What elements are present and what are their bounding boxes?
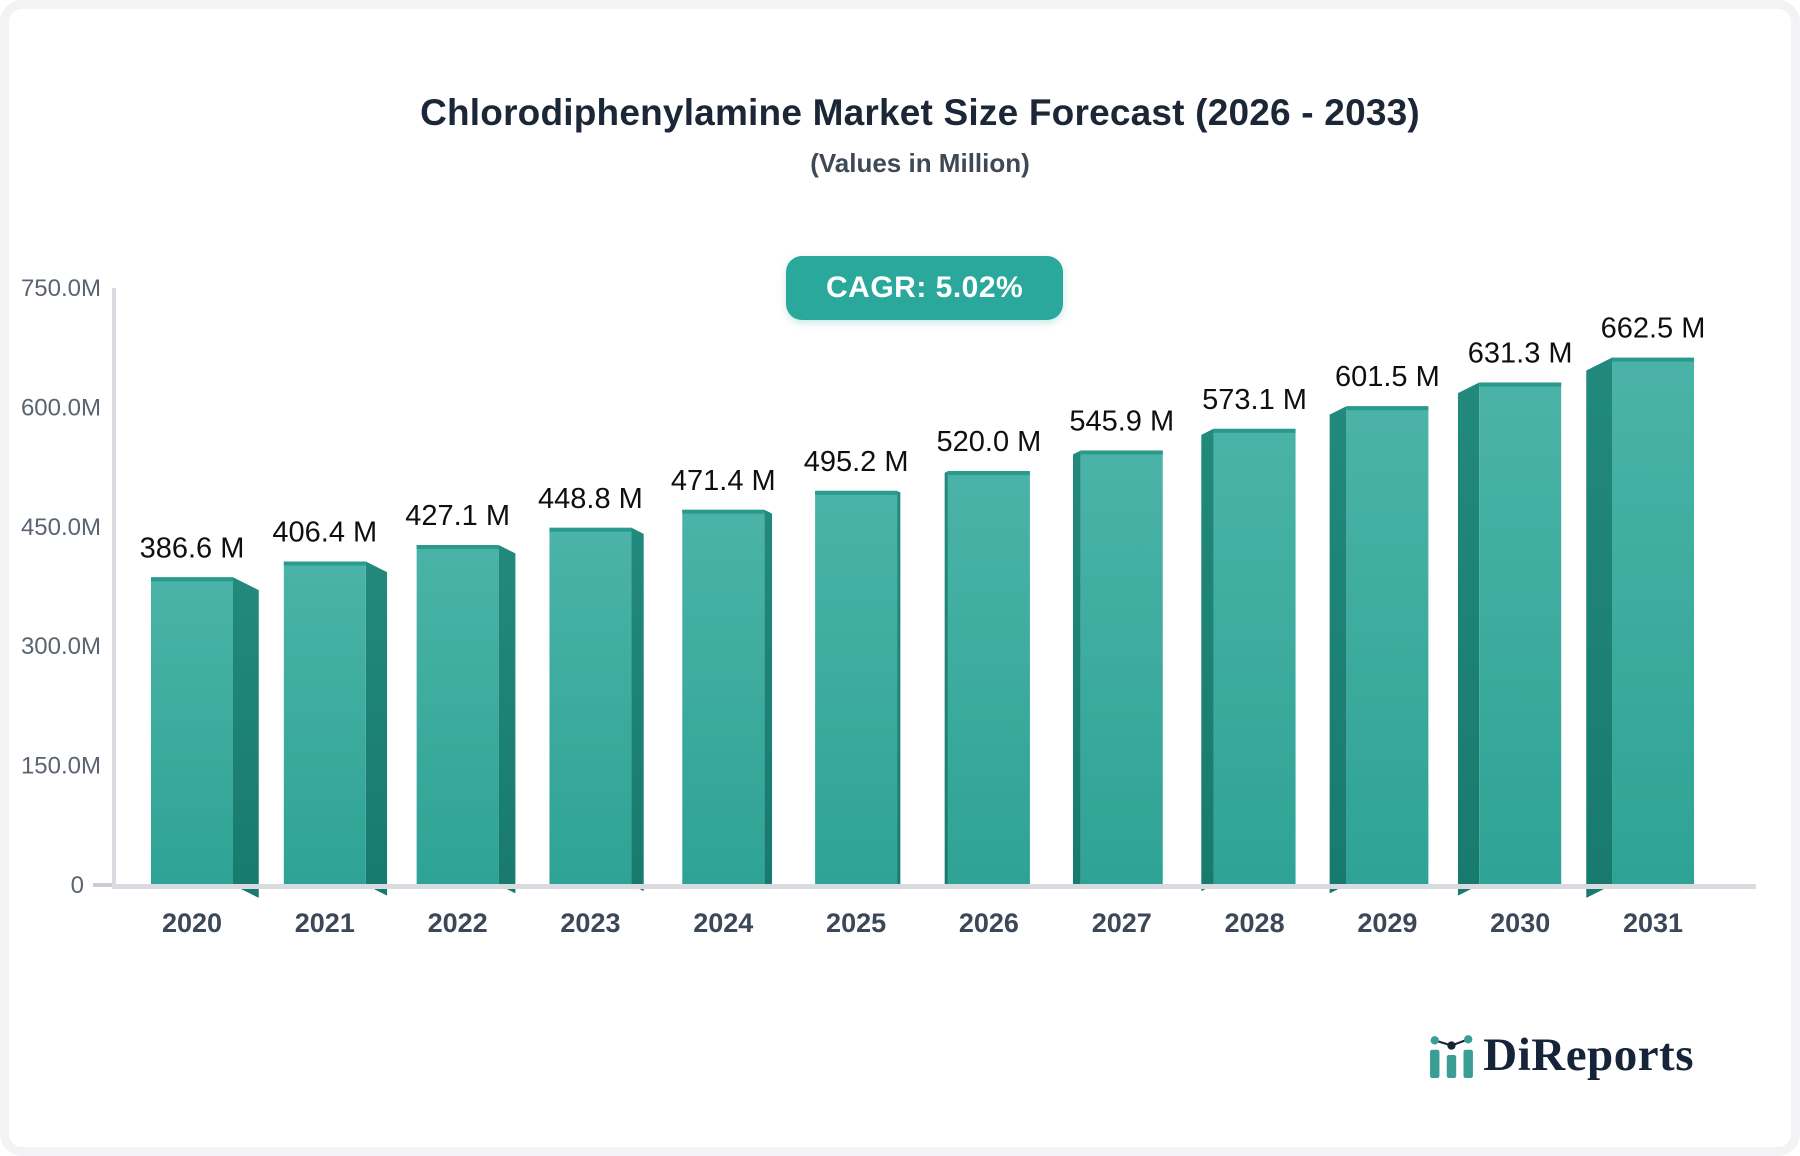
bar-side-face [897, 490, 901, 887]
bar-top-cap [815, 490, 898, 495]
bar-value-label: 573.1 M [1202, 384, 1307, 416]
bar-side-face [365, 561, 388, 896]
x-axis-label-2030: 2030 [1490, 908, 1550, 938]
bar-front-face [947, 471, 1030, 885]
x-axis-label-2024: 2024 [693, 908, 753, 938]
x-axis-label-2029: 2029 [1357, 908, 1417, 938]
bar-front-face [1612, 357, 1695, 885]
y-axis-line [112, 288, 116, 885]
bar-front-face [283, 561, 366, 885]
page-subtitle: (Values in Million) [810, 148, 1030, 178]
bar-2021: 406.4 M 2021 [272, 517, 388, 938]
x-axis-label-2026: 2026 [959, 908, 1019, 938]
bar-value-label: 631.3 M [1468, 337, 1573, 369]
y-axis-tick-label: 150.0M [21, 753, 101, 780]
bar-value-label: 406.4 M [272, 517, 377, 549]
bar-side-face [1586, 357, 1613, 898]
bar-2027: 545.9 M 2027 [1069, 405, 1174, 938]
y-axis-tick-label: 450.0M [21, 514, 101, 541]
y-axis-tick-label: 600.0M [21, 394, 101, 421]
bar-top-cap [1080, 450, 1163, 455]
bar-front-face [815, 490, 898, 885]
bar-2026: 520.0 M 2026 [937, 426, 1042, 938]
x-axis-label-2025: 2025 [826, 908, 886, 938]
bar-side-face [498, 545, 516, 894]
bar-side-face [631, 527, 644, 892]
zero-tick-mark [93, 883, 112, 887]
x-axis-label-2020: 2020 [162, 908, 222, 938]
cagr-badge: CAGR: 5.02% [786, 256, 1064, 320]
bar-front-face [1080, 450, 1163, 885]
bar-top-cap [416, 545, 499, 550]
x-axis-label-2028: 2028 [1225, 908, 1285, 938]
bar-front-face [151, 577, 233, 885]
bar-top-cap [549, 527, 632, 532]
bar-2030: 631.3 M 2030 [1457, 337, 1573, 938]
x-axis-label-2023: 2023 [560, 908, 620, 938]
bar-value-label: 448.8 M [538, 483, 643, 515]
chart-header: Chlorodiphenylamine Market Size Forecast… [40, 92, 1800, 179]
bar-2022: 427.1 M 2022 [405, 500, 516, 938]
bar-top-cap [1612, 357, 1695, 362]
bar-front-face [416, 545, 499, 885]
bar-2025: 495.2 M 2025 [804, 446, 909, 938]
x-axis-label-2021: 2021 [295, 908, 355, 938]
bar-side-face [233, 577, 259, 898]
bar-value-label: 545.9 M [1069, 405, 1174, 437]
x-axis-line [112, 884, 1756, 889]
bar-top-cap [682, 509, 765, 514]
x-axis-label-2031: 2031 [1623, 908, 1683, 938]
bar-front-face [682, 509, 765, 885]
bar-2020: 386.6 M 2020 [140, 532, 259, 938]
bar-2029: 601.5 M 2029 [1329, 361, 1440, 938]
bar-value-label: 386.6 M [140, 532, 245, 564]
bar-top-cap [947, 471, 1030, 476]
bar-front-face [1479, 382, 1562, 885]
bar-side-face [944, 471, 948, 887]
x-axis-label-2022: 2022 [428, 908, 488, 938]
bar-2028: 573.1 M 2028 [1201, 384, 1307, 938]
bar-side-face [1329, 406, 1347, 894]
brand-logo: DiReports [1429, 1032, 1694, 1079]
bar-side-face [1072, 450, 1081, 889]
x-axis-label-2027: 2027 [1092, 908, 1152, 938]
bar-side-face [1201, 428, 1214, 892]
bar-top-cap [1213, 428, 1296, 433]
bar-value-label: 662.5 M [1601, 313, 1706, 345]
bar-top-cap [1479, 382, 1562, 387]
brand-logo-text: DiReports [1483, 1029, 1694, 1081]
bar-side-face [1457, 382, 1480, 896]
y-axis-tick-label: 0 [71, 872, 84, 899]
y-axis-tick-label: 750.0M [21, 275, 101, 302]
bar-front-face [549, 527, 632, 885]
bar-side-face [764, 509, 773, 889]
bar-front-face [1346, 406, 1429, 885]
bar-top-cap [151, 577, 233, 582]
bar-2023: 448.8 M 2023 [538, 483, 644, 938]
bar-chart-logo-icon [1430, 1035, 1474, 1078]
bar-top-cap [1346, 406, 1429, 411]
bar-2031: 662.5 M 2031 [1586, 313, 1705, 938]
bar-top-cap [283, 561, 366, 566]
bar-2024: 471.4 M 2024 [671, 465, 776, 938]
y-axis-tick-label: 300.0M [21, 633, 101, 660]
bar-value-label: 495.2 M [804, 446, 909, 478]
bar-value-label: 427.1 M [405, 500, 510, 532]
bar-value-label: 520.0 M [937, 426, 1042, 458]
bar-value-label: 471.4 M [671, 465, 776, 497]
bar-front-face [1213, 428, 1296, 885]
bar-value-label: 601.5 M [1335, 361, 1440, 393]
page-title: Chlorodiphenylamine Market Size Forecast… [420, 92, 1420, 133]
